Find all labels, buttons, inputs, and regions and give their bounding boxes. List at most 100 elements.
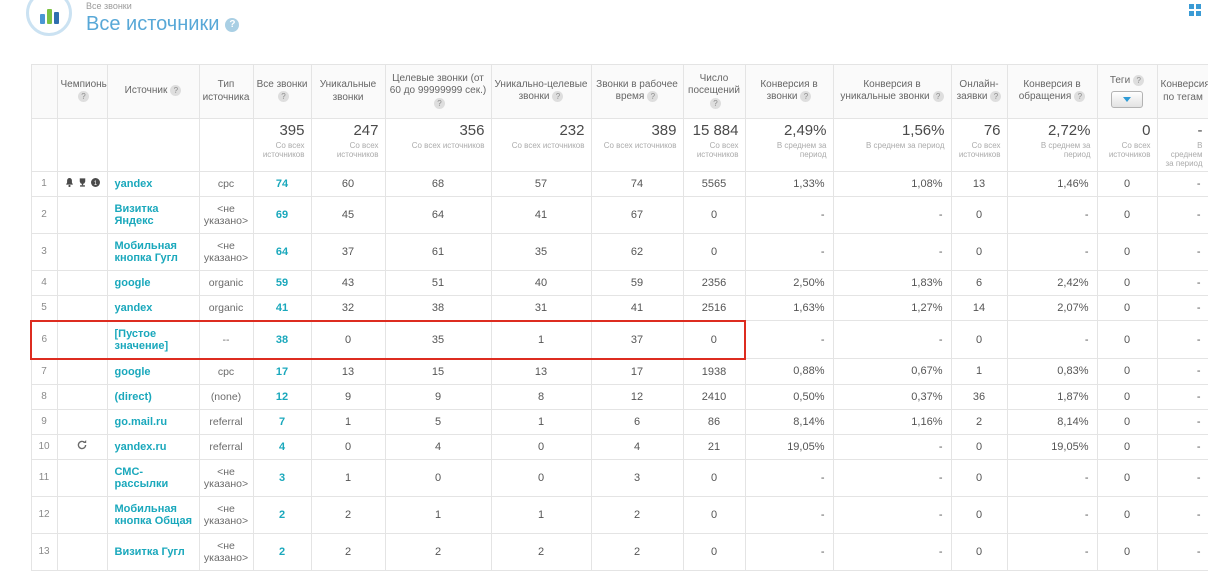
help-icon[interactable]: ? <box>990 91 1001 102</box>
cell-conv-unique-calls: - <box>833 196 951 233</box>
row-number: 8 <box>31 384 57 409</box>
source-link[interactable]: yandex <box>115 302 153 314</box>
cell-target-calls: 0 <box>385 459 491 496</box>
totals-value: 389 <box>598 123 677 140</box>
source-link[interactable]: yandex.ru <box>115 441 167 453</box>
cell-unique-target-calls: 31 <box>491 295 591 321</box>
cell-unique-target-calls: 1 <box>491 321 591 359</box>
source-link[interactable]: google <box>115 277 151 289</box>
cell-conv-tags: - <box>1157 459 1208 496</box>
cell-visits: 2356 <box>683 270 745 295</box>
cell-all-calls[interactable]: 41 <box>253 295 311 321</box>
cell-unique-calls: 2 <box>311 533 385 570</box>
help-icon[interactable]: ? <box>552 91 563 102</box>
cell-conv-tags: - <box>1157 295 1208 321</box>
column-header-unique-calls: Уникальные звонки <box>311 65 385 119</box>
source-link[interactable]: Мобильная кнопка Гугл <box>115 240 178 264</box>
source-cell: google <box>107 359 199 385</box>
cell-conv-unique-calls: - <box>833 496 951 533</box>
cell-work-time-calls: 67 <box>591 196 683 233</box>
column-header-work-time-calls: Звонки в рабочее время? <box>591 65 683 119</box>
cell-all-calls[interactable]: 12 <box>253 384 311 409</box>
cell-all-calls[interactable]: 17 <box>253 359 311 385</box>
cell-all-calls[interactable]: 4 <box>253 434 311 459</box>
cell-unique-calls: 37 <box>311 233 385 270</box>
cell-online-leads: 0 <box>951 321 1007 359</box>
cell-all-calls[interactable]: 64 <box>253 233 311 270</box>
tags-filter-button[interactable] <box>1111 91 1143 108</box>
source-cell: go.mail.ru <box>107 409 199 434</box>
source-type-cell: <не указано> <box>199 196 253 233</box>
cell-unique-target-calls: 13 <box>491 359 591 385</box>
source-link[interactable]: [Пустое значение] <box>115 328 169 352</box>
source-link[interactable]: Визитка Гугл <box>115 546 185 558</box>
column-header-source: Источник? <box>107 65 199 119</box>
help-icon[interactable]: ? <box>800 91 811 102</box>
source-link[interactable]: yandex <box>115 178 153 190</box>
totals-value: 2,72% <box>1014 123 1091 140</box>
source-link[interactable]: Мобильная кнопка Общая <box>115 503 193 527</box>
cell-all-calls[interactable]: 2 <box>253 533 311 570</box>
help-icon[interactable]: ? <box>647 91 658 102</box>
help-icon[interactable]: ? <box>933 91 944 102</box>
cell-conv-calls: - <box>745 233 833 270</box>
source-link[interactable]: google <box>115 366 151 378</box>
cell-unique-target-calls: 1 <box>491 409 591 434</box>
help-icon[interactable]: ? <box>1133 75 1144 86</box>
cell-visits: 2410 <box>683 384 745 409</box>
row-number: 4 <box>31 270 57 295</box>
totals-caption: Со всех источников <box>498 141 585 150</box>
column-header-label: Уникальные звонки <box>320 79 376 103</box>
cell-online-leads: 6 <box>951 270 1007 295</box>
svg-text:1: 1 <box>93 179 97 186</box>
breadcrumb: Все звонки <box>86 1 132 11</box>
cell-tags: 0 <box>1097 295 1157 321</box>
grid-icon[interactable] <box>1189 3 1201 21</box>
column-header-label: Все звонки <box>257 79 308 90</box>
help-icon[interactable]: ? <box>434 98 445 109</box>
totals-value: 0 <box>1104 123 1151 140</box>
totals-value: 247 <box>318 123 379 140</box>
cell-all-calls[interactable]: 2 <box>253 496 311 533</box>
column-header-label: Источник <box>125 85 168 96</box>
cell-all-calls[interactable]: 74 <box>253 171 311 196</box>
help-icon[interactable]: ? <box>278 91 289 102</box>
help-icon[interactable]: ? <box>710 98 721 109</box>
row-number: 6 <box>31 321 57 359</box>
source-link[interactable]: go.mail.ru <box>115 416 168 428</box>
help-icon[interactable]: ? <box>1074 91 1085 102</box>
cell-target-calls: 61 <box>385 233 491 270</box>
cell-conv-tags: - <box>1157 533 1208 570</box>
cell-unique-calls: 60 <box>311 171 385 196</box>
source-link[interactable]: Визитка Яндекс <box>115 203 159 227</box>
cell-visits: 0 <box>683 321 745 359</box>
totals-cell: 1,56%В среднем за период <box>833 119 951 172</box>
logo-bar <box>40 14 45 24</box>
cell-conv-tags: - <box>1157 196 1208 233</box>
title-help-icon[interactable]: ? <box>225 18 239 32</box>
cell-conv-calls: 8,14% <box>745 409 833 434</box>
cell-all-calls[interactable]: 7 <box>253 409 311 434</box>
cell-all-calls[interactable]: 59 <box>253 270 311 295</box>
help-icon[interactable]: ? <box>78 91 89 102</box>
cell-tags: 0 <box>1097 409 1157 434</box>
cell-all-calls[interactable]: 69 <box>253 196 311 233</box>
cell-all-calls[interactable]: 3 <box>253 459 311 496</box>
cell-tags: 0 <box>1097 171 1157 196</box>
help-icon[interactable]: ? <box>170 85 181 96</box>
cell-conv-tags: - <box>1157 434 1208 459</box>
chevron-down-icon <box>1123 97 1131 102</box>
source-type-cell: organic <box>199 270 253 295</box>
cell-all-calls[interactable]: 38 <box>253 321 311 359</box>
cell-conv-calls: - <box>745 459 833 496</box>
source-link[interactable]: СМС-рассылки <box>115 466 169 490</box>
champions-cell <box>57 409 107 434</box>
cell-conv-calls: 2,50% <box>745 270 833 295</box>
source-link[interactable]: (direct) <box>115 391 152 403</box>
cell-conv-calls: 19,05% <box>745 434 833 459</box>
column-header-rownum <box>31 65 57 119</box>
cell-tags: 0 <box>1097 321 1157 359</box>
totals-caption: Со всех источников <box>958 141 1001 159</box>
